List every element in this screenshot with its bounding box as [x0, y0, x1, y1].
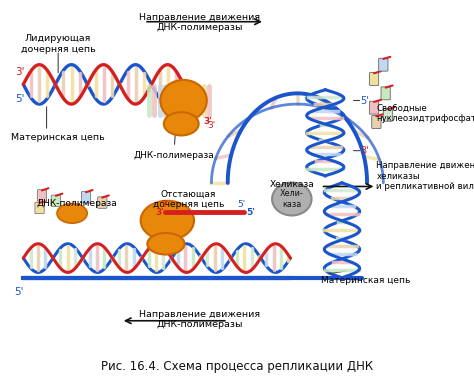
Text: 3': 3' — [360, 146, 369, 156]
Text: 5': 5' — [14, 287, 23, 297]
Text: 5': 5' — [360, 96, 369, 106]
Text: Материнская цепь: Материнская цепь — [320, 276, 410, 285]
FancyBboxPatch shape — [369, 72, 379, 85]
Text: ДНК-полимераза: ДНК-полимераза — [36, 199, 117, 208]
Text: 3': 3' — [207, 121, 216, 130]
Text: Лидирующая
дочерняя цепь: Лидирующая дочерняя цепь — [21, 34, 96, 54]
FancyBboxPatch shape — [383, 108, 392, 121]
FancyBboxPatch shape — [98, 197, 107, 208]
FancyBboxPatch shape — [381, 87, 390, 100]
Text: Хели-
каза: Хели- каза — [280, 189, 304, 209]
Text: 3': 3' — [155, 208, 164, 217]
Ellipse shape — [272, 182, 311, 216]
FancyBboxPatch shape — [379, 58, 388, 71]
Text: Материнская цепь: Материнская цепь — [11, 133, 105, 142]
Ellipse shape — [57, 203, 87, 223]
Text: Свободные
нуклеозидтрифосфаты: Свободные нуклеозидтрифосфаты — [376, 104, 474, 123]
Text: 5': 5' — [246, 208, 255, 217]
FancyBboxPatch shape — [372, 115, 381, 128]
Text: 5': 5' — [15, 94, 24, 104]
Text: 3': 3' — [15, 67, 24, 77]
Text: Направление движения
ДНК-полимеразы: Направление движения ДНК-полимеразы — [139, 310, 260, 330]
Text: 3': 3' — [204, 117, 213, 126]
Ellipse shape — [164, 112, 199, 135]
Text: Рис. 16.4. Схема процесса репликации ДНК: Рис. 16.4. Схема процесса репликации ДНК — [101, 360, 373, 373]
Text: Направление движения
хеликазы
и репликативной вилки: Направление движения хеликазы и репликат… — [376, 162, 474, 191]
Ellipse shape — [147, 233, 184, 255]
Text: 5': 5' — [237, 200, 246, 209]
Text: Направление движения
ДНК-полимеразы: Направление движения ДНК-полимеразы — [139, 13, 260, 32]
FancyBboxPatch shape — [35, 202, 44, 214]
FancyBboxPatch shape — [82, 192, 91, 203]
Text: 3': 3' — [160, 200, 168, 209]
Text: Хеликаза: Хеликаза — [269, 180, 314, 189]
FancyBboxPatch shape — [51, 195, 61, 207]
Text: ДНК-полимераза: ДНК-полимераза — [134, 150, 215, 160]
Ellipse shape — [160, 80, 207, 121]
FancyBboxPatch shape — [37, 190, 46, 201]
FancyBboxPatch shape — [369, 101, 379, 114]
Ellipse shape — [141, 201, 194, 240]
Text: Отстающая
дочерняя цепь: Отстающая дочерняя цепь — [153, 190, 224, 210]
